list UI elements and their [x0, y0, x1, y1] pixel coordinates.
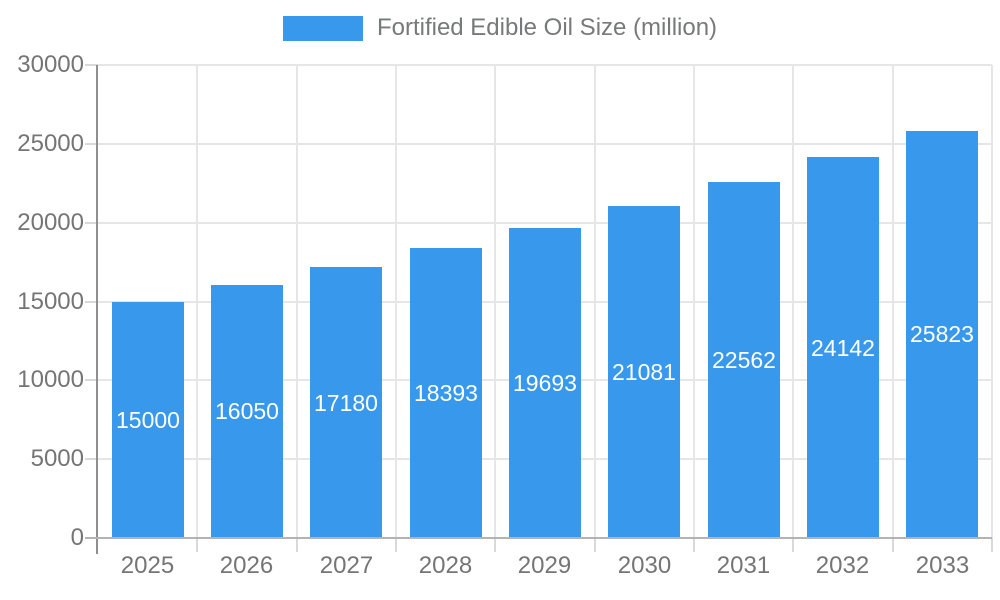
- x-grid-line: [892, 65, 894, 538]
- bar: [509, 228, 581, 538]
- x-tick-label: 2029: [517, 552, 572, 579]
- y-axis-tick: [85, 301, 98, 303]
- y-axis-tick: [85, 458, 98, 460]
- y-tick-label: 30000: [17, 51, 84, 78]
- x-tick-label: 2027: [319, 552, 374, 579]
- bar: [807, 157, 879, 538]
- x-tick-label: 2028: [418, 552, 473, 579]
- x-tick-label: 2031: [716, 552, 771, 579]
- y-axis-tick: [85, 143, 98, 145]
- legend-swatch: [282, 15, 363, 41]
- bar: [410, 248, 482, 538]
- bar: [211, 285, 283, 538]
- bar-value-label: 24142: [811, 335, 875, 361]
- x-axis-tick: [991, 538, 993, 552]
- x-tick-label: 2032: [815, 552, 870, 579]
- bar-value-label: 22562: [712, 347, 776, 373]
- y-grid-line: [98, 64, 992, 66]
- bar-value-label: 19693: [513, 370, 577, 396]
- x-grid-line: [991, 65, 993, 538]
- y-axis-tick: [85, 64, 98, 66]
- bar-value-label: 21081: [612, 359, 676, 385]
- y-tick-label: 5000: [30, 445, 84, 472]
- y-tick-label: 25000: [17, 130, 84, 157]
- x-axis-tick: [196, 538, 198, 552]
- y-grid-line: [98, 143, 992, 145]
- x-axis-line: [85, 537, 992, 539]
- y-tick-label: 15000: [17, 288, 84, 315]
- bar: [608, 206, 680, 538]
- x-axis-tick: [693, 538, 695, 552]
- x-tick-label: 2026: [219, 552, 274, 579]
- x-grid-line: [693, 65, 695, 538]
- x-grid-line: [395, 65, 397, 538]
- bar-value-label: 25823: [910, 321, 974, 347]
- bar: [708, 182, 780, 538]
- x-tick-label: 2025: [120, 552, 175, 579]
- y-axis-tick: [85, 222, 98, 224]
- x-axis-tick: [792, 538, 794, 552]
- x-grid-line: [296, 65, 298, 538]
- bar-value-label: 15000: [116, 407, 180, 433]
- x-axis-tick: [296, 538, 298, 552]
- x-grid-line: [196, 65, 198, 538]
- bar-value-label: 16050: [215, 398, 279, 424]
- x-tick-label: 2030: [617, 552, 672, 579]
- y-tick-label: 0: [70, 524, 84, 551]
- x-grid-line: [494, 65, 496, 538]
- bar: [310, 267, 382, 538]
- x-tick-label: 2033: [915, 552, 970, 579]
- x-axis-tick: [494, 538, 496, 552]
- y-tick-label: 10000: [17, 366, 84, 393]
- x-axis-tick: [395, 538, 397, 552]
- x-grid-line: [792, 65, 794, 538]
- x-axis-tick: [892, 538, 894, 552]
- bar: [906, 131, 978, 538]
- bar: [112, 302, 184, 539]
- bar-value-label: 18393: [414, 380, 478, 406]
- legend-label: Fortified Edible Oil Size (million): [376, 14, 718, 41]
- bar-value-label: 17180: [314, 390, 378, 416]
- x-grid-line: [594, 65, 596, 538]
- y-axis-line: [96, 65, 98, 554]
- chart-legend[interactable]: Fortified Edible Oil Size (million): [0, 13, 1000, 43]
- y-grid-line: [98, 222, 992, 224]
- x-axis-tick: [594, 538, 596, 552]
- y-tick-label: 20000: [17, 209, 84, 236]
- y-axis-tick: [85, 379, 98, 381]
